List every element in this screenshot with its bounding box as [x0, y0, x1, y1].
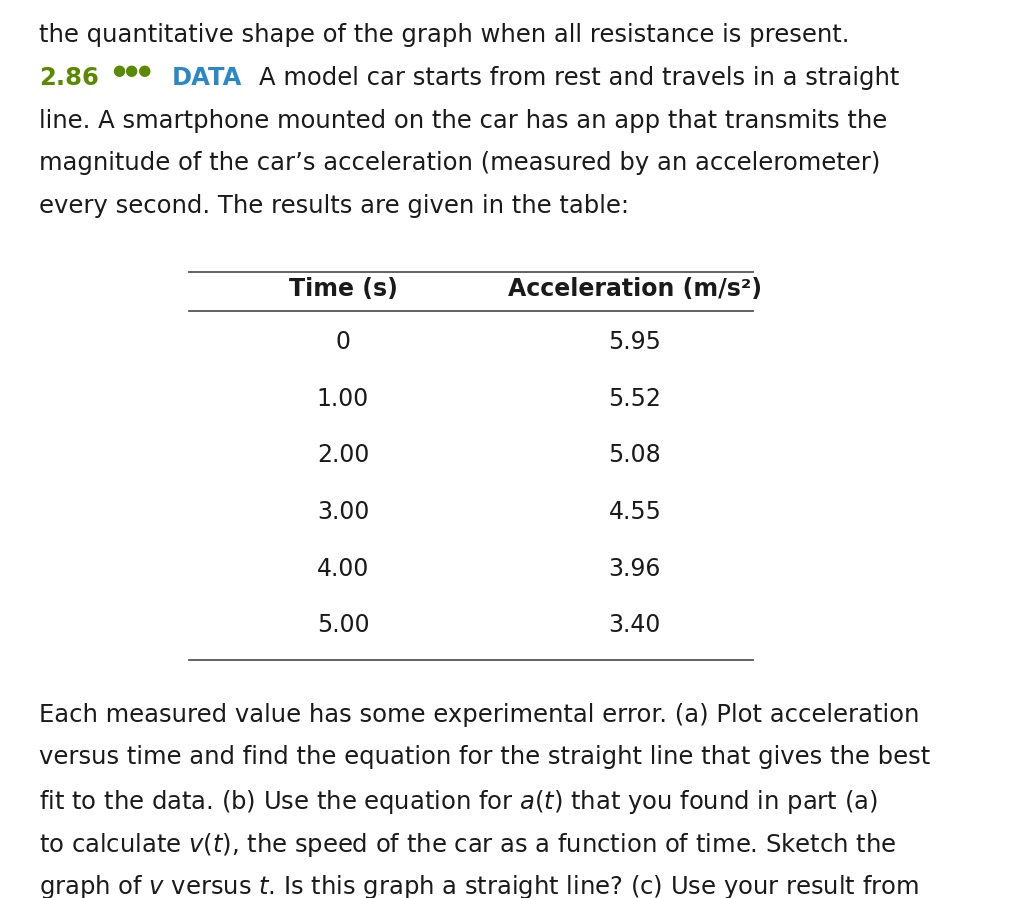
Text: Time (s): Time (s): [289, 277, 397, 301]
Text: graph of $v$ versus $t$. Is this graph a straight line? (c) Use your result from: graph of $v$ versus $t$. Is this graph a…: [39, 874, 919, 898]
Text: every second. The results are given in the table:: every second. The results are given in t…: [39, 194, 629, 218]
Text: Acceleration (m/s²): Acceleration (m/s²): [508, 277, 762, 301]
Text: 4.55: 4.55: [608, 500, 662, 524]
Text: 5.52: 5.52: [608, 387, 662, 411]
Text: magnitude of the car’s acceleration (measured by an accelerometer): magnitude of the car’s acceleration (mea…: [39, 151, 881, 175]
Text: DATA: DATA: [172, 66, 243, 90]
Text: 1.00: 1.00: [316, 387, 370, 411]
Text: ●●●: ●●●: [113, 63, 152, 78]
Text: Each measured value has some experimental error. (a) Plot acceleration: Each measured value has some experimenta…: [39, 703, 920, 726]
Text: 5.95: 5.95: [608, 330, 662, 355]
Text: 4.00: 4.00: [316, 557, 370, 581]
Text: 2.86: 2.86: [39, 66, 98, 90]
Text: 5.00: 5.00: [316, 613, 370, 638]
Text: 0: 0: [336, 330, 350, 355]
Text: 2.00: 2.00: [316, 444, 370, 468]
Text: 3.00: 3.00: [316, 500, 370, 524]
Text: to calculate $v(t)$, the speed of the car as a function of time. Sketch the: to calculate $v(t)$, the speed of the ca…: [39, 831, 896, 858]
Text: 3.96: 3.96: [608, 557, 662, 581]
Text: versus time and find the equation for the straight line that gives the best: versus time and find the equation for th…: [39, 745, 930, 770]
Text: 5.08: 5.08: [608, 444, 662, 468]
Text: 3.40: 3.40: [608, 613, 662, 638]
Text: line. A smartphone mounted on the car has an app that transmits the: line. A smartphone mounted on the car ha…: [39, 109, 887, 133]
Text: the quantitative shape of the graph when all resistance is present.: the quantitative shape of the graph when…: [39, 23, 850, 48]
Text: fit to the data. (b) Use the equation for $a(t)$ that you found in part (a): fit to the data. (b) Use the equation fo…: [39, 788, 878, 816]
Text: A model car starts from rest and travels in a straight: A model car starts from rest and travels…: [259, 66, 899, 90]
